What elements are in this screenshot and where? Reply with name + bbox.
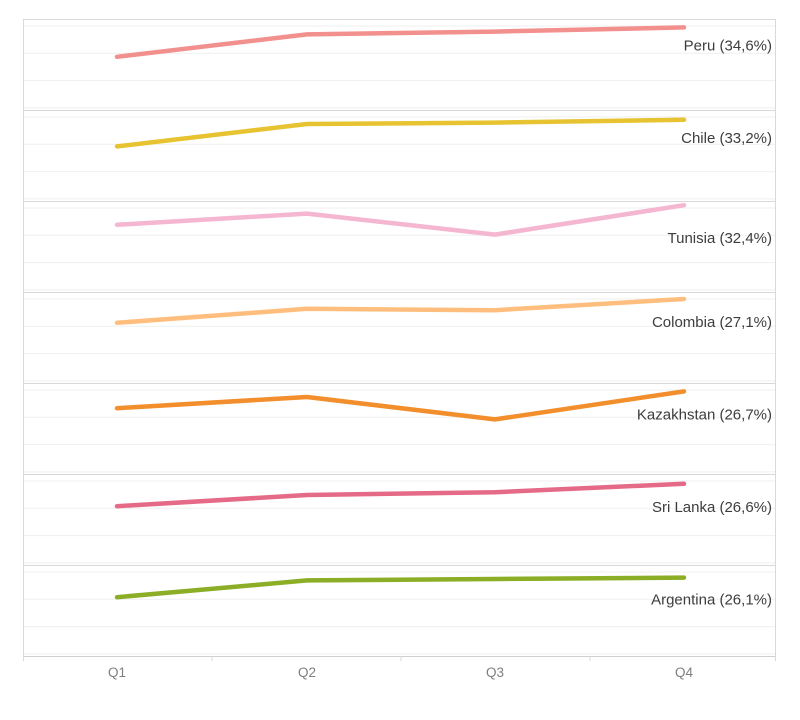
series-label-chile: Chile (33,2%) <box>681 130 772 147</box>
line-sri-lanka[interactable] <box>114 481 687 509</box>
series-label-sri-lanka: Sri Lanka (26,6%) <box>652 499 772 516</box>
series-label-peru: Peru (34,6%) <box>684 37 772 54</box>
series-label-tunisia: Tunisia (32,4%) <box>668 230 773 247</box>
x-tick-label-q3: Q3 <box>486 665 504 680</box>
line-chile[interactable] <box>114 117 687 149</box>
line-tunisia[interactable] <box>114 202 687 237</box>
line-colombia[interactable] <box>114 296 687 326</box>
line-argentina[interactable] <box>114 575 687 600</box>
line-kazakhstan[interactable] <box>114 389 687 422</box>
x-tick-label-q4: Q4 <box>675 665 694 680</box>
series-label-kazakhstan: Kazakhstan (26,7%) <box>637 406 772 423</box>
x-tick-label-q1: Q1 <box>108 665 126 680</box>
line-peru[interactable] <box>114 25 687 60</box>
series-label-argentina: Argentina (26,1%) <box>651 592 772 609</box>
series-label-colombia: Colombia (27,1%) <box>652 314 772 331</box>
x-tick-label-q2: Q2 <box>298 665 316 680</box>
